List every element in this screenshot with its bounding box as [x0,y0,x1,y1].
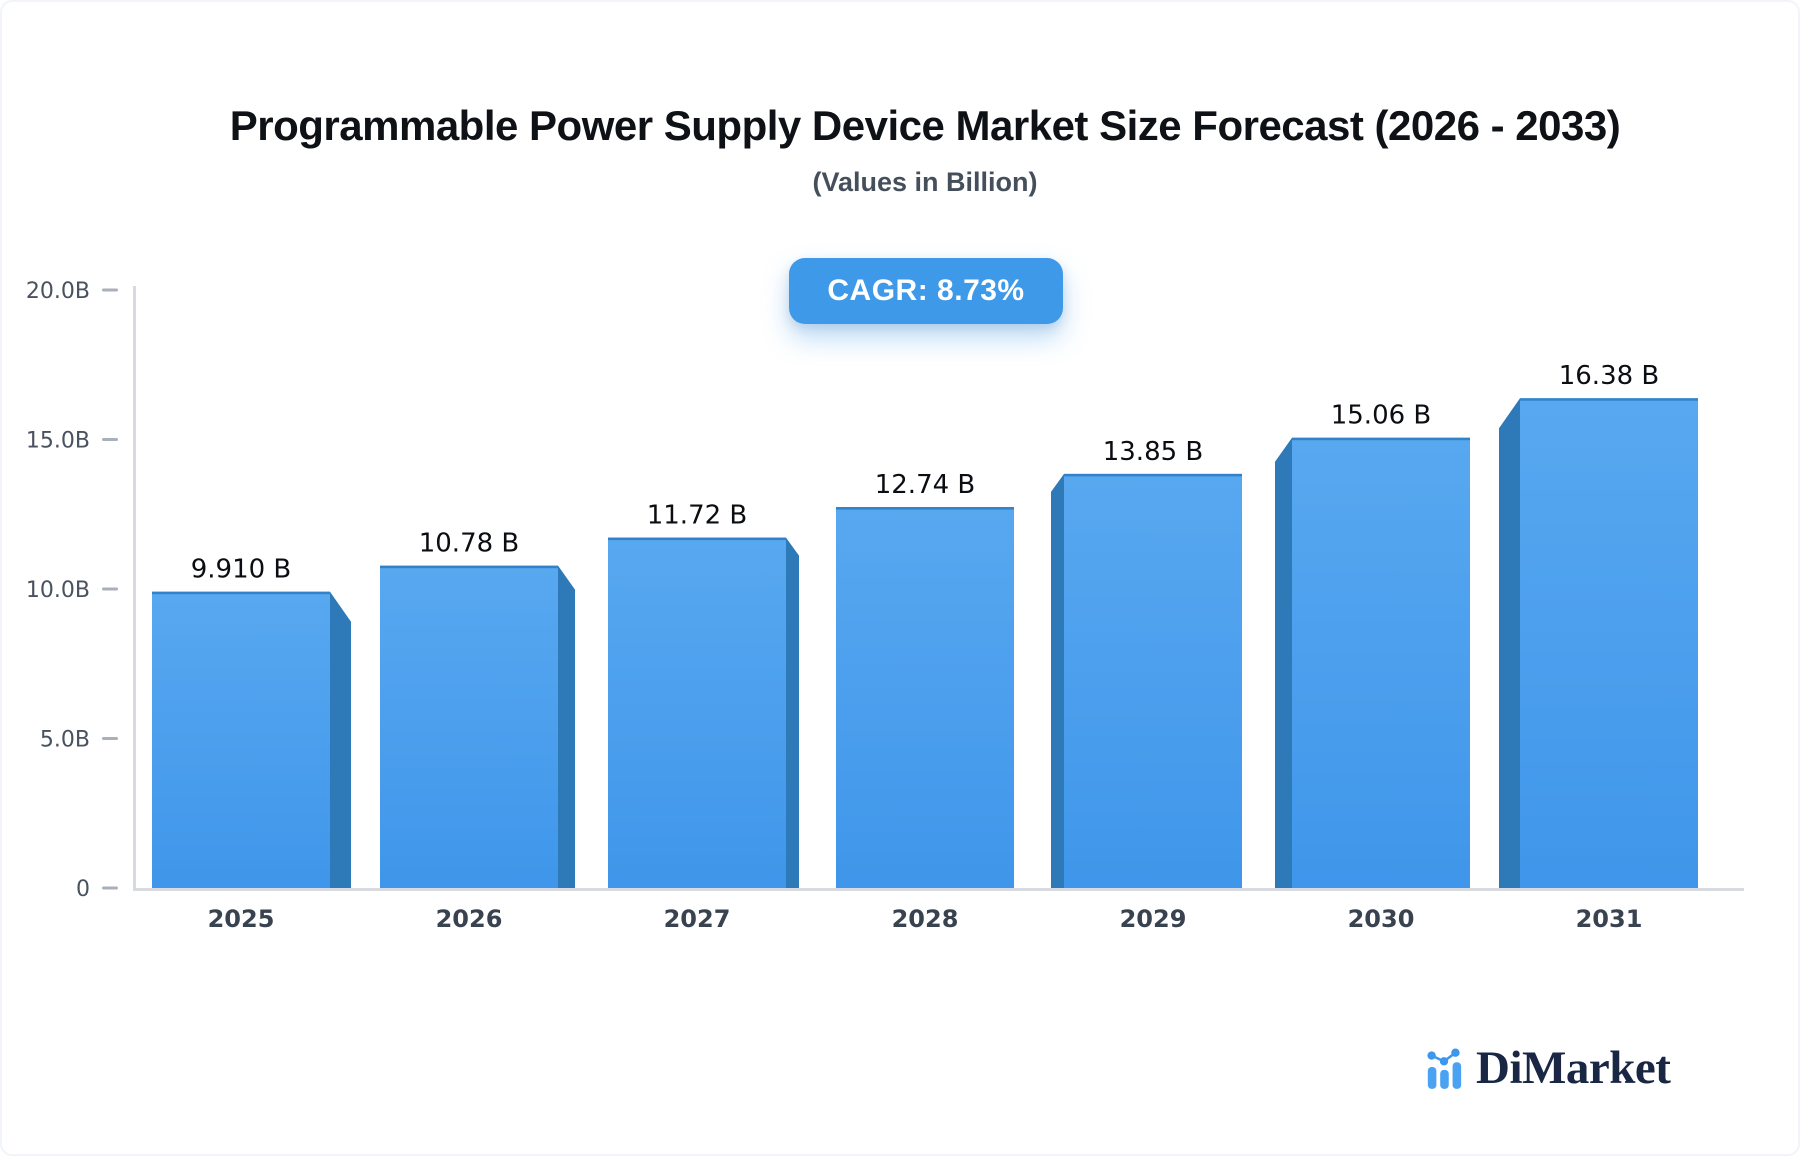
bar-side-face [1051,473,1064,888]
x-axis-label-2031: 2031 [1576,905,1643,933]
bar-top-edge [1064,473,1242,477]
cagr-badge: CAGR: 8.73% [789,258,1063,324]
bar-2025 [152,591,330,888]
y-tick-label: 15.0B [26,429,90,454]
bar-2028 [836,507,1014,888]
x-axis-label-2026: 2026 [436,905,503,933]
bar-side-face [330,591,351,888]
bar-value-label: 15.06 B [1331,401,1432,431]
bar-top-edge [608,537,786,541]
bar-2026 [380,565,558,888]
bar-side-face [786,537,799,888]
x-axis-label-2028: 2028 [892,905,959,933]
bar-value-label: 13.85 B [1103,437,1204,467]
y-tick-mark [102,737,118,740]
bar-value-label: 16.38 B [1559,361,1660,391]
bar-2030 [1292,437,1470,888]
bar-top-edge [1292,437,1470,441]
y-tick-mark [102,886,118,890]
y-tick-mark [102,288,118,292]
y-tick-label: 0 [76,877,90,902]
bar-value-label: 9.910 B [191,555,292,585]
bar-value-label: 10.78 B [419,529,520,559]
bar-side-face [558,565,575,888]
y-axis-line [133,286,136,891]
bar-top-edge [836,507,1014,510]
bar-top-edge [152,591,330,595]
x-axis-label-2025: 2025 [208,905,275,933]
bar-2027 [608,537,786,888]
y-tick-mark [102,587,118,591]
y-tick-mark [102,438,118,441]
bar-2029 [1064,473,1242,888]
bar-top-edge [380,565,558,569]
x-axis-line [133,888,1744,891]
bar-side-face [1499,398,1520,888]
bar-value-label: 12.74 B [875,470,976,500]
x-axis-label-2029: 2029 [1120,905,1187,933]
x-axis-label-2030: 2030 [1348,905,1415,933]
y-tick-label: 20.0B [26,279,90,304]
bar-top-edge [1520,398,1698,401]
bar-2031 [1520,398,1698,888]
y-tick-label: 5.0B [40,728,90,753]
y-tick-label: 10.0B [26,578,90,603]
bar-side-face [1275,437,1292,888]
bar-value-label: 11.72 B [647,501,748,531]
x-axis-label-2027: 2027 [664,905,731,933]
